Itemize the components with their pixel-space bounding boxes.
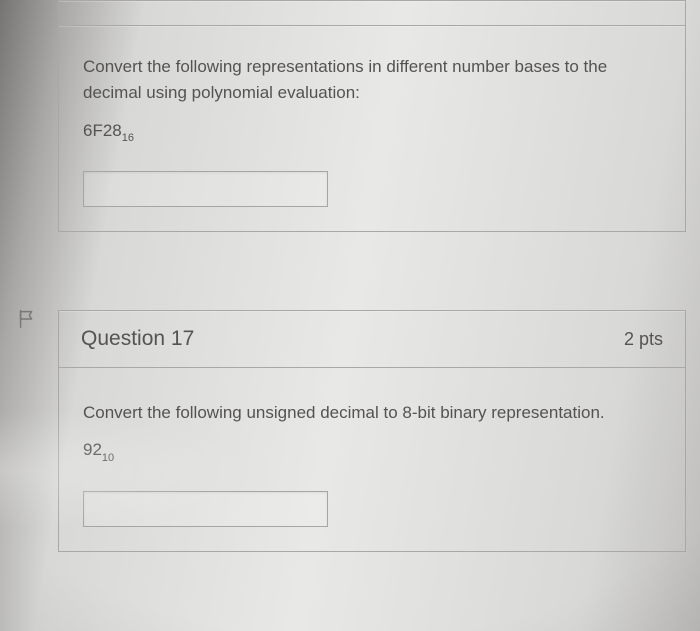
quiz-page: Convert the following representations in… (0, 0, 700, 631)
question-17-card: Question 17 2 pts Convert the following … (58, 310, 686, 552)
question-17-value: 9210 (83, 440, 114, 462)
question-17-value-base: 10 (102, 452, 114, 464)
question-17-header: Question 17 2 pts (59, 311, 685, 368)
question-17-title: Question 17 (81, 327, 194, 351)
question-16-value-base: 16 (122, 132, 134, 144)
question-17-answer-input[interactable] (83, 491, 328, 527)
question-17-value-main: 92 (83, 440, 102, 459)
prev-question-card-bottom-border (58, 0, 686, 25)
question-17-points: 2 pts (624, 329, 663, 350)
question-16-value: 6F2816 (83, 121, 134, 143)
question-16-prompt: Convert the following representations in… (83, 54, 661, 107)
question-16-answer-input[interactable] (83, 171, 328, 207)
question-17-prompt: Convert the following unsigned decimal t… (83, 400, 661, 426)
answer-row (83, 171, 661, 207)
flag-icon[interactable] (16, 308, 38, 330)
question-16-card: Convert the following representations in… (58, 25, 686, 232)
flag-gutter (10, 0, 50, 631)
question-16-value-main: 6F28 (83, 121, 122, 140)
answer-row (83, 491, 661, 527)
question-17-body: Convert the following unsigned decimal t… (59, 368, 685, 551)
